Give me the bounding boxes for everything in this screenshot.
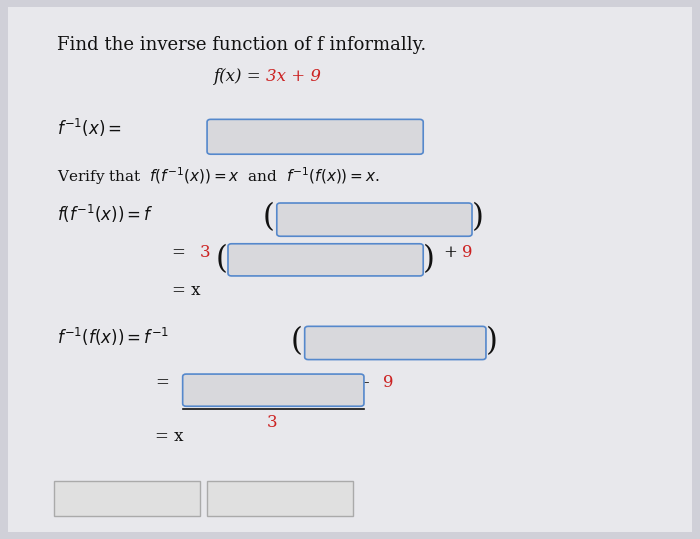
Text: (: ( xyxy=(290,326,302,357)
Text: 9: 9 xyxy=(384,374,394,391)
FancyBboxPatch shape xyxy=(183,374,364,406)
Text: $f^{-1}(f(x)) = f^{-1}$: $f^{-1}(f(x)) = f^{-1}$ xyxy=(57,326,169,348)
Text: 3x + 9: 3x + 9 xyxy=(266,68,321,85)
FancyBboxPatch shape xyxy=(304,326,486,360)
Text: 3: 3 xyxy=(266,414,277,431)
Text: (: ( xyxy=(216,244,228,275)
Text: ): ) xyxy=(486,326,498,357)
Text: $f(f^{-1}(x)) = f$: $f(f^{-1}(x)) = f$ xyxy=(57,203,154,225)
FancyBboxPatch shape xyxy=(207,481,354,516)
FancyBboxPatch shape xyxy=(276,203,472,236)
Text: -: - xyxy=(364,374,374,391)
Text: ): ) xyxy=(424,244,435,275)
Text: 9: 9 xyxy=(461,244,472,261)
FancyBboxPatch shape xyxy=(8,7,692,532)
Text: $f^{-1}(x) =$: $f^{-1}(x) =$ xyxy=(57,116,122,139)
Text: (: ( xyxy=(262,203,274,233)
Text: f(x) =: f(x) = xyxy=(214,68,266,85)
Text: Save Progress: Save Progress xyxy=(236,492,324,505)
Text: Verify that  $f(f^{-1}(x)) = x$  and  $f^{-1}(f(x)) = x.$: Verify that $f(f^{-1}(x)) = x$ and $f^{-… xyxy=(57,165,380,186)
FancyBboxPatch shape xyxy=(54,481,200,516)
Text: +: + xyxy=(444,244,463,261)
Text: ): ) xyxy=(472,203,484,233)
FancyBboxPatch shape xyxy=(207,119,424,154)
Text: 3: 3 xyxy=(200,244,211,261)
FancyBboxPatch shape xyxy=(228,244,424,276)
Text: = x: = x xyxy=(155,427,183,445)
Text: Find the inverse function of f informally.: Find the inverse function of f informall… xyxy=(57,36,426,54)
Text: Submit Answer: Submit Answer xyxy=(80,492,174,505)
Text: =: = xyxy=(172,244,191,261)
Text: =: = xyxy=(155,374,169,391)
Text: = x: = x xyxy=(172,282,201,299)
